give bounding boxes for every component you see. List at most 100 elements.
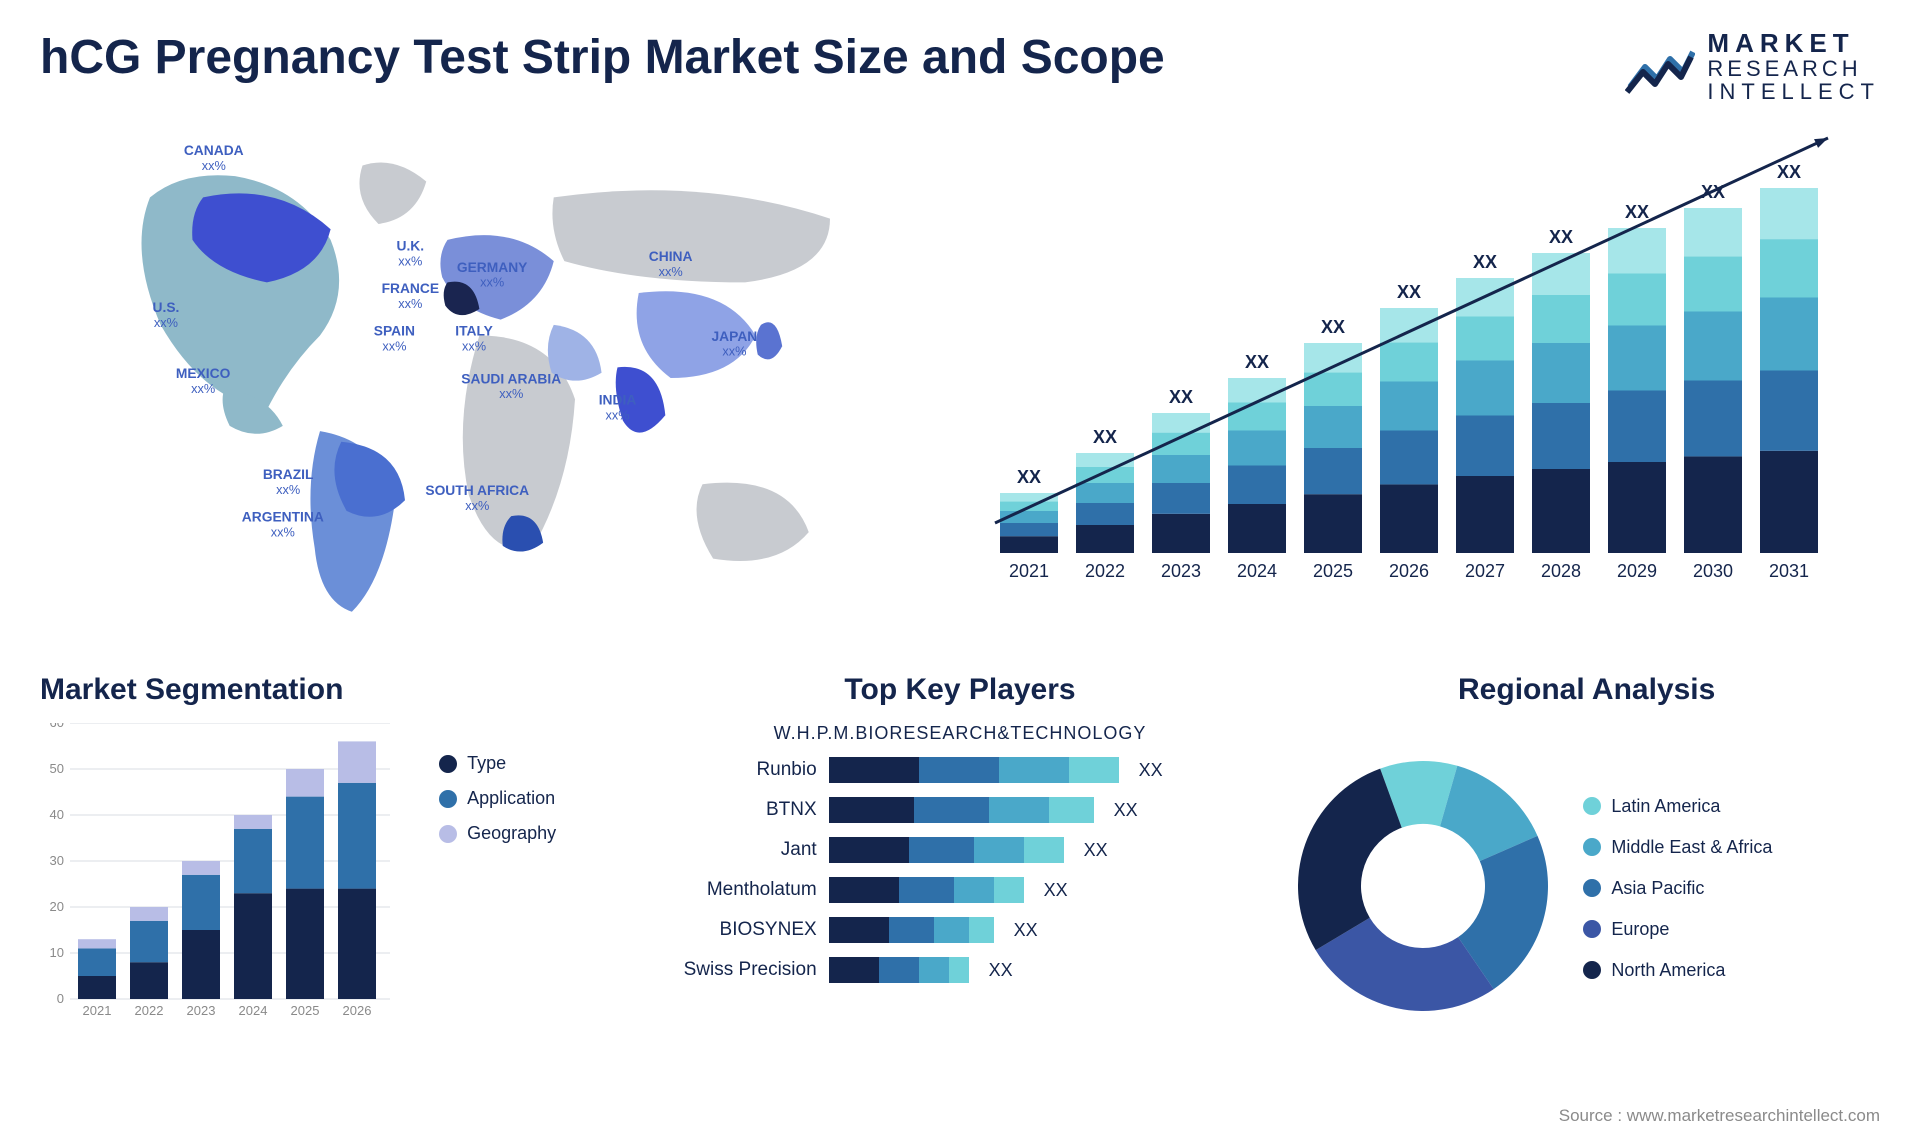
regional-legend-item: Europe bbox=[1583, 919, 1772, 940]
seg-legend-item: Geography bbox=[439, 823, 627, 844]
header: hCG Pregnancy Test Strip Market Size and… bbox=[40, 30, 1880, 103]
world-map: CANADAxx%U.S.xx%MEXICOxx%BRAZILxx%ARGENT… bbox=[40, 123, 940, 633]
map-label-italy: ITALY bbox=[455, 323, 493, 339]
player-value: XX bbox=[1014, 920, 1038, 941]
growth-bar-label: XX bbox=[1017, 467, 1041, 487]
svg-text:xx%: xx% bbox=[398, 296, 422, 311]
donut-slice bbox=[1298, 769, 1402, 951]
regional-legend-item: Asia Pacific bbox=[1583, 878, 1772, 899]
player-name: BIOSYNEX bbox=[667, 919, 817, 941]
growth-year-label: 2027 bbox=[1465, 561, 1505, 581]
growth-bar-label: XX bbox=[1169, 387, 1193, 407]
svg-text:xx%: xx% bbox=[722, 344, 746, 359]
map-label-mexico: MEXICO bbox=[176, 365, 231, 381]
player-value: XX bbox=[1084, 840, 1108, 861]
growth-bar-label: XX bbox=[1321, 317, 1345, 337]
legend-swatch bbox=[1583, 797, 1601, 815]
player-bar bbox=[829, 877, 1024, 903]
svg-text:20: 20 bbox=[50, 899, 64, 914]
map-label-spain: SPAIN bbox=[374, 323, 415, 339]
page-title: hCG Pregnancy Test Strip Market Size and… bbox=[40, 30, 1165, 85]
legend-label: Middle East & Africa bbox=[1611, 837, 1772, 858]
growth-year-label: 2024 bbox=[1237, 561, 1277, 581]
growth-bar-label: XX bbox=[1397, 282, 1421, 302]
player-name: BTNX bbox=[667, 799, 817, 821]
growth-year-label: 2023 bbox=[1161, 561, 1201, 581]
player-bar bbox=[829, 757, 1119, 783]
svg-text:10: 10 bbox=[50, 945, 64, 960]
growth-chart-panel: XX2021XX2022XX2023XX2024XX2025XX2026XX20… bbox=[980, 123, 1880, 633]
legend-swatch bbox=[439, 790, 457, 808]
world-map-panel: CANADAxx%U.S.xx%MEXICOxx%BRAZILxx%ARGENT… bbox=[40, 123, 940, 633]
player-row: Swiss PrecisionXX bbox=[667, 952, 1254, 988]
logo-text-1: MARKET bbox=[1707, 30, 1880, 57]
svg-text:2023: 2023 bbox=[187, 1003, 216, 1018]
regional-legend: Latin America Middle East & Africa Asia Pa… bbox=[1583, 796, 1772, 981]
player-value: XX bbox=[989, 960, 1013, 981]
growth-bar-label: XX bbox=[1473, 252, 1497, 272]
svg-text:xx%: xx% bbox=[154, 315, 178, 330]
player-bar bbox=[829, 917, 994, 943]
player-row: BIOSYNEX XX bbox=[667, 912, 1254, 948]
svg-text:xx%: xx% bbox=[462, 339, 486, 354]
svg-text:xx%: xx% bbox=[605, 408, 629, 423]
map-label-germany: GERMANY bbox=[457, 259, 528, 275]
top-row: CANADAxx%U.S.xx%MEXICOxx%BRAZILxx%ARGENT… bbox=[40, 123, 1880, 633]
legend-swatch bbox=[439, 825, 457, 843]
player-name: Mentholatum bbox=[667, 879, 817, 901]
player-value: XX bbox=[1139, 760, 1163, 781]
growth-year-label: 2022 bbox=[1085, 561, 1125, 581]
player-value: XX bbox=[1114, 800, 1138, 821]
growth-bar-label: XX bbox=[1549, 227, 1573, 247]
legend-swatch bbox=[1583, 879, 1601, 897]
svg-text:2025: 2025 bbox=[291, 1003, 320, 1018]
svg-text:xx%: xx% bbox=[465, 498, 489, 513]
legend-swatch bbox=[1583, 920, 1601, 938]
map-label-argentina: ARGENTINA bbox=[242, 509, 324, 525]
svg-text:xx%: xx% bbox=[191, 381, 215, 396]
svg-text:xx%: xx% bbox=[202, 158, 226, 173]
map-label-u-s-: U.S. bbox=[153, 300, 180, 316]
regional-title: Regional Analysis bbox=[1293, 673, 1880, 707]
regional-legend-item: Latin America bbox=[1583, 796, 1772, 817]
segmentation-legend: TypeApplicationGeography bbox=[439, 723, 627, 1053]
svg-text:50: 50 bbox=[50, 761, 64, 776]
donut-wrap bbox=[1293, 756, 1553, 1021]
growth-bar-label: XX bbox=[1245, 352, 1269, 372]
players-panel: Top Key Players W.H.P.M.BIORESEARCH&TECH… bbox=[667, 673, 1254, 1053]
legend-label: Application bbox=[467, 788, 555, 809]
bottom-row: Market Segmentation 01020304050602021202… bbox=[40, 673, 1880, 1053]
svg-text:xx%: xx% bbox=[271, 525, 295, 540]
legend-label: North America bbox=[1611, 960, 1725, 981]
svg-text:xx%: xx% bbox=[276, 482, 300, 497]
logo-text-2: RESEARCH bbox=[1707, 57, 1880, 80]
svg-text:xx%: xx% bbox=[382, 339, 406, 354]
regional-legend-item: Middle East & Africa bbox=[1583, 837, 1772, 858]
growth-chart: XX2021XX2022XX2023XX2024XX2025XX2026XX20… bbox=[980, 123, 1840, 593]
regional-legend-item: North America bbox=[1583, 960, 1772, 981]
growth-year-label: 2028 bbox=[1541, 561, 1581, 581]
svg-text:2021: 2021 bbox=[83, 1003, 112, 1018]
seg-legend-item: Application bbox=[439, 788, 627, 809]
growth-bar-label: XX bbox=[1777, 162, 1801, 182]
player-name: Runbio bbox=[667, 759, 817, 781]
growth-year-label: 2025 bbox=[1313, 561, 1353, 581]
svg-text:xx%: xx% bbox=[659, 264, 683, 279]
growth-bar-label: XX bbox=[1093, 427, 1117, 447]
logo: MARKET RESEARCH INTELLECT bbox=[1625, 30, 1880, 103]
players-body: RunbioXXBTNXXXJantXXMentholatumXXBIOSYNE… bbox=[667, 752, 1254, 988]
map-label-south-africa: SOUTH AFRICA bbox=[425, 482, 529, 498]
map-label-china: CHINA bbox=[649, 249, 693, 265]
player-row: MentholatumXX bbox=[667, 872, 1254, 908]
legend-label: Latin America bbox=[1611, 796, 1720, 817]
map-label-japan: JAPAN bbox=[712, 328, 758, 344]
map-label-france: FRANCE bbox=[382, 280, 439, 296]
map-label-brazil: BRAZIL bbox=[263, 466, 314, 482]
svg-text:xx%: xx% bbox=[499, 387, 523, 402]
player-bar bbox=[829, 837, 1064, 863]
legend-label: Geography bbox=[467, 823, 556, 844]
legend-label: Asia Pacific bbox=[1611, 878, 1704, 899]
players-subtitle: W.H.P.M.BIORESEARCH&TECHNOLOGY bbox=[667, 723, 1254, 744]
svg-text:xx%: xx% bbox=[480, 275, 504, 290]
segmentation-panel: Market Segmentation 01020304050602021202… bbox=[40, 673, 627, 1053]
